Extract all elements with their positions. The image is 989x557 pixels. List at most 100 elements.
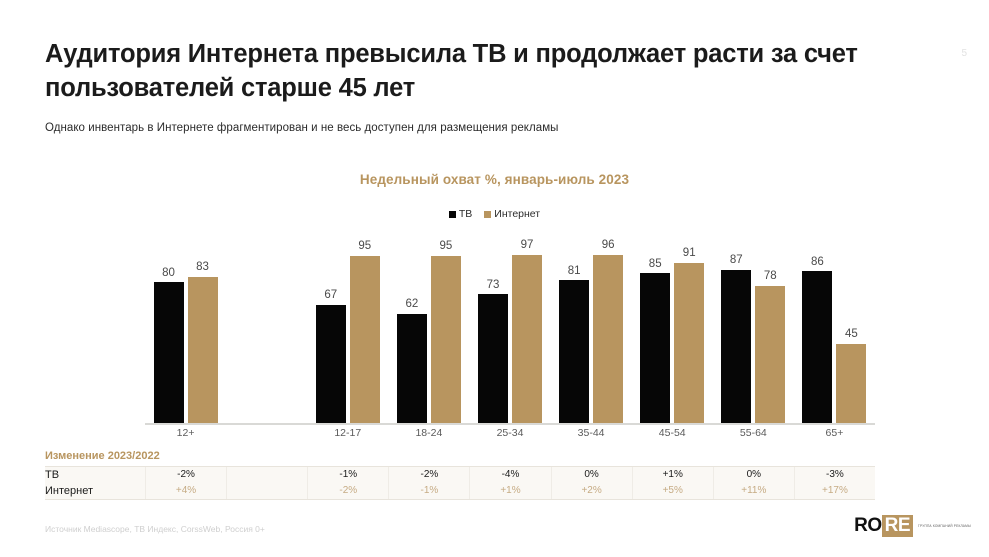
bar-tv[interactable] — [640, 273, 671, 423]
table-cell: 0% — [550, 467, 632, 483]
x-tick-45-54: 45-54 — [658, 427, 686, 439]
page-number: 5 — [961, 48, 967, 59]
bar-wrap-net: 91 — [674, 240, 705, 423]
bar-group-18-24: 62 95 — [388, 240, 469, 423]
bar-value-label: 62 — [405, 298, 419, 311]
rore-logo: RO RE ГРУППА КОМПАНИЙ РЕКЛАМЫ — [854, 515, 971, 537]
x-tick-empty — [226, 427, 307, 439]
bar-net[interactable] — [187, 276, 218, 423]
bar-value-label: 45 — [845, 328, 858, 341]
bar-net[interactable] — [349, 255, 380, 423]
bar-group-spacer — [226, 240, 307, 423]
legend-swatch-tv — [448, 210, 456, 218]
bar-wrap-net: 97 — [511, 239, 542, 423]
table-row-cells: -2% -1% -2% -4% 0% +1% 0% -3% — [145, 467, 875, 483]
bar-value-label: 96 — [601, 239, 615, 251]
table-cell — [226, 483, 307, 499]
bar-chart-plot: 80 83 67 95 62 95 73 97 81 96 85 91 87 78 86 45 — [145, 239, 875, 425]
bar-value-label: 83 — [196, 261, 209, 274]
legend-item-tv: ТВ — [448, 208, 473, 220]
table-cell: -1% — [307, 467, 388, 483]
table-cell: +2% — [550, 483, 632, 499]
bar-tv[interactable] — [721, 269, 752, 423]
table-row: Интернет +4% -2% -1% +1% +2% +5% +11% +17% — [45, 483, 875, 499]
legend-item-internet: Интернет — [484, 208, 540, 220]
bar-wrap-tv: 81 — [559, 240, 590, 423]
bar-net[interactable] — [593, 254, 624, 423]
table-cell: +11% — [712, 483, 794, 499]
table-cell: +17% — [793, 483, 875, 499]
bar-value-label: 95 — [439, 240, 453, 253]
x-tick-25-34: 25-34 — [496, 427, 524, 439]
table-cell: +5% — [631, 483, 713, 499]
x-tick-12plus: 12+ — [176, 427, 195, 439]
bar-tv[interactable] — [802, 271, 833, 423]
change-table-header: Изменение 2023/2022 — [45, 450, 160, 462]
bar-group-45-54: 85 91 — [632, 240, 713, 423]
bar-net[interactable] — [511, 254, 542, 423]
bar-value-label: 91 — [682, 247, 696, 260]
bar-group-35-44: 81 96 — [551, 239, 632, 423]
bar-wrap-net: 78 — [755, 240, 786, 423]
bar-tv[interactable] — [396, 313, 427, 423]
x-tick-35-44: 35-44 — [577, 427, 605, 439]
bar-groups: 80 83 67 95 62 95 73 97 81 96 85 91 87 78 86 45 — [145, 239, 875, 423]
x-tick-55-64: 55-64 — [739, 427, 767, 439]
bar-net[interactable] — [430, 255, 461, 423]
table-cell: +1% — [469, 483, 550, 499]
bar-value-label: 85 — [648, 257, 662, 270]
table-cell: +4% — [145, 483, 226, 499]
bar-tv[interactable] — [315, 304, 346, 423]
bar-tv[interactable] — [153, 282, 184, 423]
legend-label-tv: ТВ — [458, 208, 473, 220]
bar-wrap-net: 95 — [430, 240, 461, 423]
legend-swatch-internet — [484, 210, 492, 218]
bar-group-12-17: 67 95 — [307, 240, 388, 423]
bar-group-12plus: 80 83 — [145, 240, 226, 423]
bar-value-label: 95 — [358, 240, 372, 253]
x-axis-labels: 12+ 12-17 18-24 25-34 35-44 45-54 55-64 65+ — [145, 427, 875, 439]
bar-wrap-tv: 87 — [721, 240, 752, 423]
bar-value-label: 73 — [486, 278, 500, 291]
logo-tagline: ГРУППА КОМПАНИЙ РЕКЛАМЫ — [918, 523, 971, 528]
table-cell: -4% — [469, 467, 550, 483]
bar-tv[interactable] — [559, 280, 590, 423]
table-row-cells: +4% -2% -1% +1% +2% +5% +11% +17% — [145, 483, 875, 499]
change-table: ТВ -2% -1% -2% -4% 0% +1% 0% -3% Интернет +4% -2% -1… — [45, 466, 875, 500]
bar-value-label: 97 — [520, 239, 534, 251]
bar-wrap-net: 83 — [187, 240, 218, 423]
bar-net[interactable] — [836, 343, 867, 423]
legend-label-internet: Интернет — [494, 208, 541, 220]
bar-wrap-tv: 62 — [396, 240, 427, 423]
bar-group-65plus: 86 45 — [794, 240, 875, 423]
bar-net[interactable] — [755, 285, 786, 423]
bar-group-55-64: 87 78 — [713, 240, 794, 423]
table-row-label: Интернет — [45, 485, 93, 497]
table-cell — [226, 467, 307, 483]
source-note: Источник Mediascope, ТВ Индекс, CorssWeb… — [45, 524, 265, 534]
x-tick-18-24: 18-24 — [415, 427, 443, 439]
bar-wrap-tv: 86 — [802, 240, 833, 423]
bar-wrap-net: 96 — [593, 239, 624, 423]
page-subtitle: Однако инвентарь в Интернете фрагментиро… — [45, 122, 559, 134]
page-title: Аудитория Интернета превысила ТВ и продо… — [45, 40, 858, 102]
bar-net[interactable] — [674, 262, 705, 423]
x-tick-65plus: 65+ — [825, 427, 844, 439]
bar-value-label: 81 — [567, 264, 581, 277]
chart-title: Недельный охват %, январь-июль 2023 — [359, 172, 630, 187]
logo-text-re: RE — [881, 515, 914, 537]
bar-wrap-tv: 73 — [477, 240, 508, 423]
table-cell: 0% — [712, 467, 794, 483]
bar-value-label: 87 — [729, 254, 743, 267]
bar-value-label: 80 — [162, 266, 175, 279]
table-cell: -2% — [388, 467, 469, 483]
bar-value-label: 78 — [763, 270, 777, 283]
x-axis-line — [145, 423, 875, 425]
table-cell: -2% — [307, 483, 388, 499]
bar-tv[interactable] — [477, 294, 508, 423]
bar-wrap-tv: 67 — [315, 240, 346, 423]
bar-value-label: 67 — [324, 289, 338, 302]
bar-value-label: 86 — [811, 255, 824, 268]
table-cell: -3% — [793, 467, 875, 483]
bar-wrap-net: 95 — [349, 240, 380, 423]
